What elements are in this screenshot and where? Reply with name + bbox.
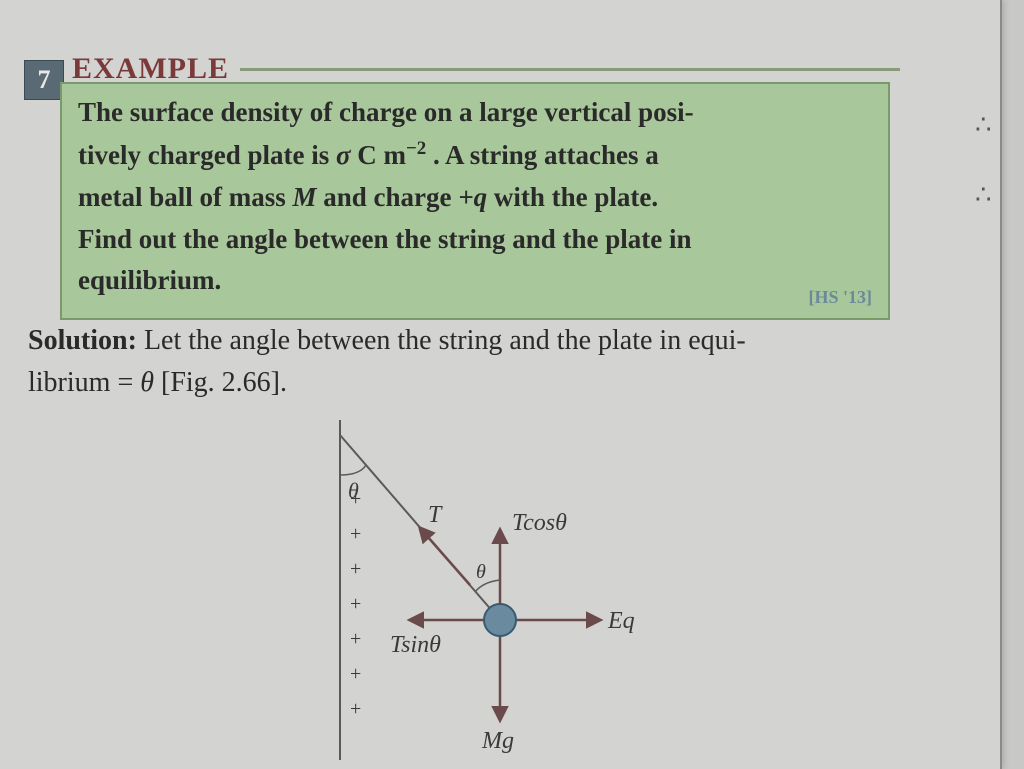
ball-icon xyxy=(484,604,516,636)
text: . A string attaches a xyxy=(426,140,659,170)
charge-q: +q xyxy=(458,182,487,212)
margin-symbol-2: ∴ xyxy=(975,180,992,210)
text: equilibrium. xyxy=(78,265,221,295)
text: Let the angle between the string and the… xyxy=(137,325,746,356)
plus-icon: + xyxy=(350,628,361,650)
text: tively charged plate is xyxy=(78,140,336,170)
plus-icon: + xyxy=(350,593,361,615)
page: 7 EXAMPLE The surface density of charge … xyxy=(0,0,1002,769)
text: C m xyxy=(351,140,407,170)
figure-2-66: + + + + + + + θ T Tcosθ θ Tsinθ xyxy=(300,420,720,760)
mass-M: M xyxy=(292,182,316,212)
problem-text: The surface density of charge on a large… xyxy=(78,92,872,302)
source-ref: [HS '13] xyxy=(808,287,872,308)
tcos-label: Tcosθ xyxy=(512,510,567,536)
theta-arc-top xyxy=(340,465,366,475)
example-rule xyxy=(240,68,900,71)
plus-icon: + xyxy=(350,663,361,685)
theta-label-mid: θ xyxy=(476,561,486,583)
tsin-label: Tsinθ xyxy=(390,632,441,658)
theta-label-top: θ xyxy=(348,478,359,503)
tension-arrow xyxy=(420,528,470,585)
problem-box: The surface density of charge on a large… xyxy=(60,82,890,320)
text: The surface density of charge on a large… xyxy=(78,97,694,127)
example-label: EXAMPLE xyxy=(72,52,229,86)
fig-ref: [Fig. 2.66]. xyxy=(154,367,287,398)
sigma: σ xyxy=(336,140,351,170)
plus-icon: + xyxy=(350,523,361,545)
exponent: −2 xyxy=(406,138,426,159)
solution-text: Solution: Let the angle between the stri… xyxy=(28,320,938,404)
solution-lead: Solution: xyxy=(28,325,137,356)
free-body-diagram: + + + + + + + θ T Tcosθ θ Tsinθ xyxy=(300,420,720,760)
text: and charge xyxy=(317,182,459,212)
mg-label: Mg xyxy=(481,728,514,754)
string-line xyxy=(340,435,500,620)
margin-symbol-1: ∴ xyxy=(975,110,992,140)
plus-icon: + xyxy=(350,558,361,580)
tension-label: T xyxy=(428,502,443,528)
example-number-badge: 7 xyxy=(24,60,64,100)
plus-icon: + xyxy=(350,698,361,720)
text: librium = xyxy=(28,367,140,398)
text: Find out the angle between the string an… xyxy=(78,224,692,254)
text: with the plate. xyxy=(487,182,658,212)
theta: θ xyxy=(140,367,154,398)
text: metal ball of mass xyxy=(78,182,292,212)
eq-label: Eq xyxy=(607,608,635,634)
